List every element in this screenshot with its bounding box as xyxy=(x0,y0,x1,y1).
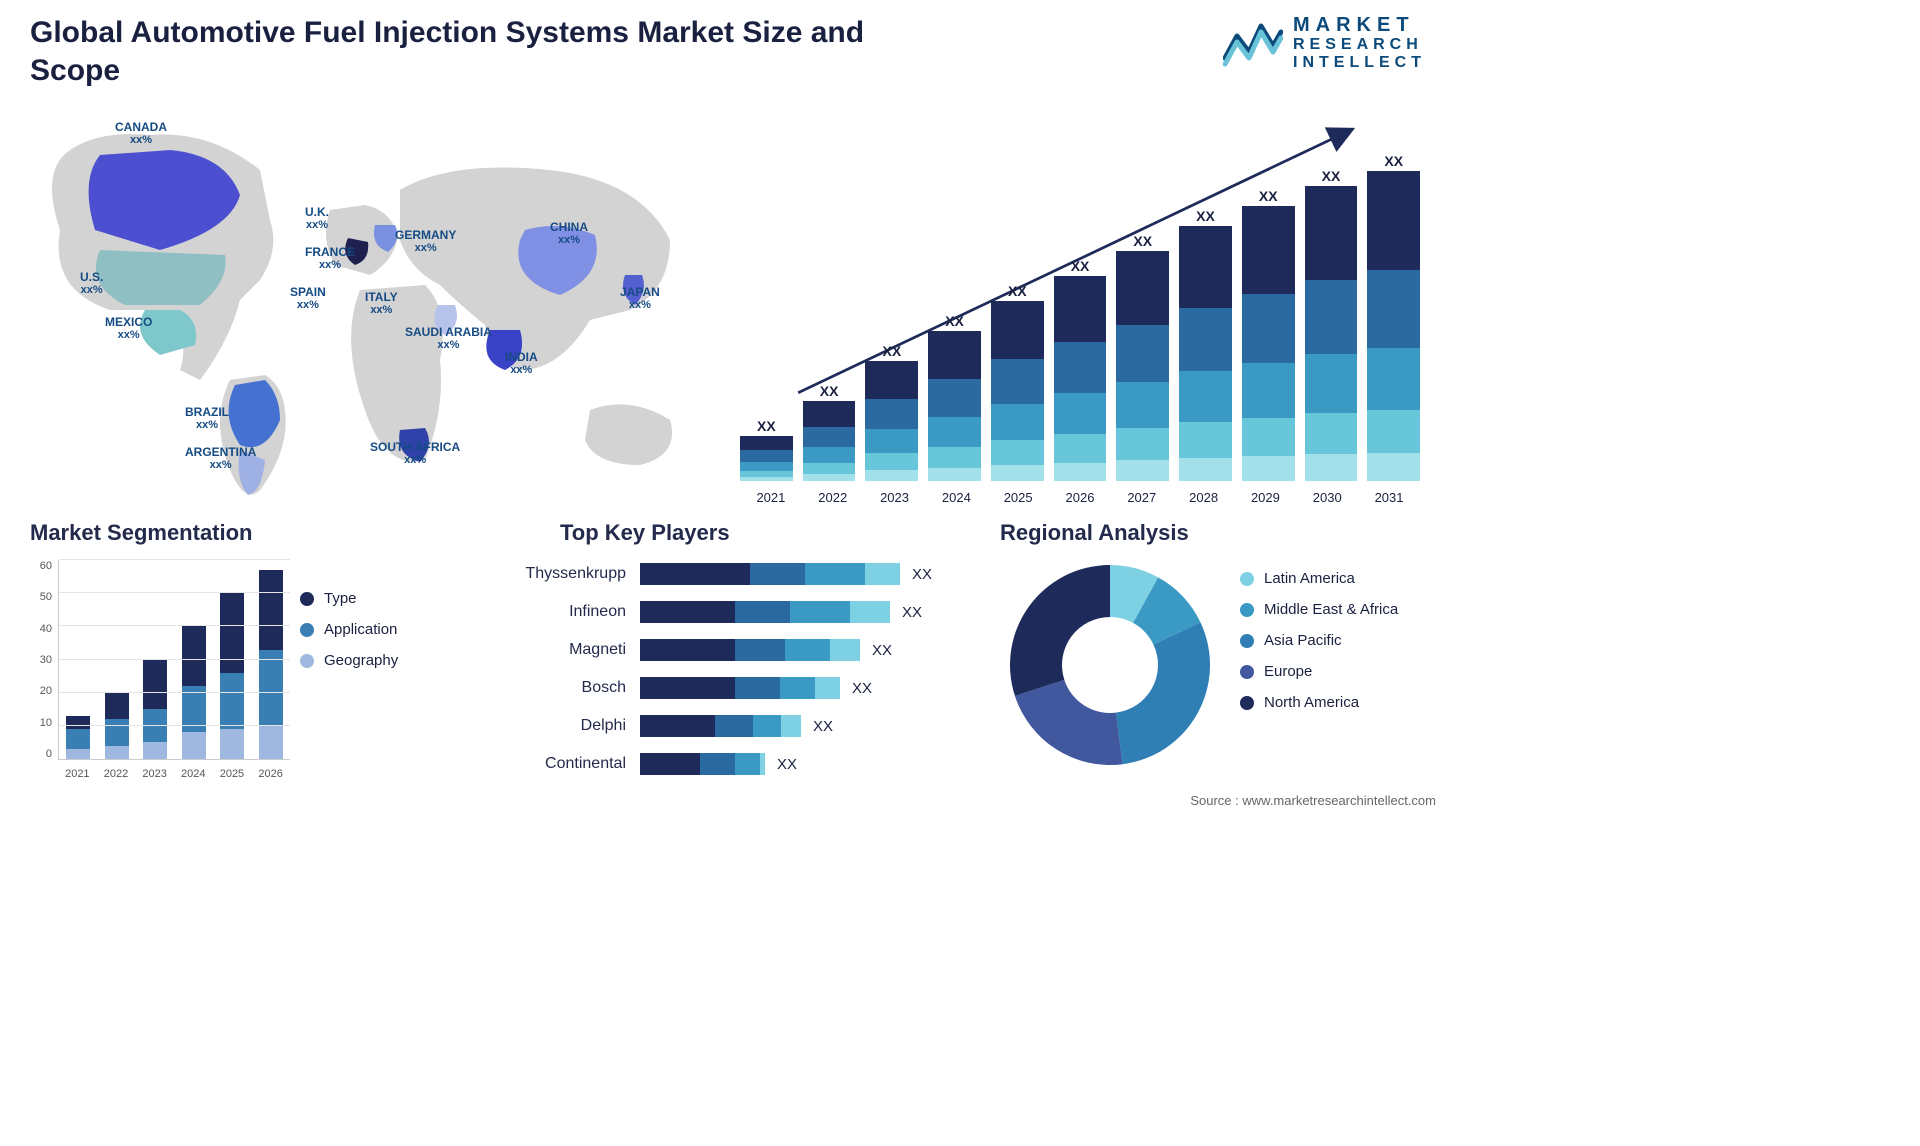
regional-legend: Latin America Middle East & Africa Asia Pa… xyxy=(1240,570,1398,725)
map-label-china: CHINAxx% xyxy=(550,220,588,248)
forecast-bar-2024: XX xyxy=(928,313,981,481)
segmentation-title: Market Segmentation xyxy=(30,520,460,546)
donut-slice-north-america xyxy=(1010,565,1110,696)
ra-legend-europe: Europe xyxy=(1240,663,1398,680)
kp-row-infineon: InfineonXX xyxy=(490,598,970,626)
world-map: CANADAxx% U.S.xx%MEXICOxx% BRAZILxx% ARGENT… xyxy=(30,110,710,505)
ra-legend-latin-america: Latin America xyxy=(1240,570,1398,587)
forecast-bar-2029: XX xyxy=(1242,188,1295,481)
regional-title: Regional Analysis xyxy=(1000,520,1430,546)
map-label-france: FRANCExx% xyxy=(305,245,355,273)
kp-row-magneti: MagnetiXX xyxy=(490,636,970,664)
seg-bar-2025 xyxy=(220,593,244,759)
forecast-bar-2028: XX xyxy=(1179,208,1232,481)
ra-legend-north-america: North America xyxy=(1240,694,1398,711)
map-label-italy: ITALYxx% xyxy=(365,290,398,318)
kp-row-continental: ContinentalXX xyxy=(490,750,970,778)
map-label-mexico: MEXICOxx% xyxy=(105,315,152,343)
ra-legend-middle-east-africa: Middle East & Africa xyxy=(1240,601,1398,618)
forecast-bar-2022: XX xyxy=(803,383,856,481)
map-label-south-africa: SOUTH AFRICAxx% xyxy=(370,440,460,468)
logo-line-2: RESEARCH xyxy=(1293,36,1426,54)
forecast-bar-2027: XX xyxy=(1116,233,1169,481)
segmentation-legend: Type Application Geography xyxy=(300,590,398,683)
map-label-u-k-: U.K.xx% xyxy=(305,205,329,233)
segmentation-chart: 6050403020100 202120222023202420252026 xyxy=(30,560,290,780)
seg-bar-2023 xyxy=(143,660,167,760)
key-players-title: Top Key Players xyxy=(560,520,980,546)
seg-bar-2021 xyxy=(66,716,90,759)
forecast-bar-2031: XX xyxy=(1367,153,1420,481)
map-label-japan: JAPANxx% xyxy=(620,285,660,313)
map-label-germany: GERMANYxx% xyxy=(395,228,456,256)
donut-slice-asia-pacific xyxy=(1116,622,1210,764)
logo-icon xyxy=(1223,18,1283,68)
forecast-bar-2026: XX xyxy=(1054,258,1107,481)
seg-legend-application: Application xyxy=(300,621,398,638)
map-label-canada: CANADAxx% xyxy=(115,120,167,148)
seg-legend-geography: Geography xyxy=(300,652,398,669)
logo: MARKET RESEARCH INTELLECT xyxy=(1223,14,1426,71)
seg-legend-type: Type xyxy=(300,590,398,607)
forecast-bar-2023: XX xyxy=(865,343,918,481)
seg-bar-2024 xyxy=(182,626,206,759)
map-label-saudi-arabia: SAUDI ARABIAxx% xyxy=(405,325,492,353)
map-label-u-s-: U.S.xx% xyxy=(80,270,103,298)
ra-legend-asia-pacific: Asia Pacific xyxy=(1240,632,1398,649)
forecast-bar-2021: XX xyxy=(740,418,793,481)
forecast-bar-2030: XX xyxy=(1305,168,1358,481)
logo-line-1: MARKET xyxy=(1293,14,1426,36)
regional-donut xyxy=(1000,555,1220,775)
map-label-argentina: ARGENTINAxx% xyxy=(185,445,256,473)
donut-slice-europe xyxy=(1015,680,1123,765)
kp-row-bosch: BoschXX xyxy=(490,674,970,702)
key-players-chart: ThyssenkruppXX InfineonXX MagnetiXX BoschXX… xyxy=(490,560,970,788)
map-label-spain: SPAINxx% xyxy=(290,285,326,313)
logo-line-3: INTELLECT xyxy=(1293,54,1426,72)
forecast-bar-2025: XX xyxy=(991,283,1044,481)
seg-bar-2026 xyxy=(259,570,283,759)
kp-row-thyssenkrupp: ThyssenkruppXX xyxy=(490,560,970,588)
kp-row-delphi: DelphiXX xyxy=(490,712,970,740)
page-title: Global Automotive Fuel Injection Systems… xyxy=(30,14,930,89)
map-label-india: INDIAxx% xyxy=(505,350,538,378)
source-label: Source : www.marketresearchintellect.com xyxy=(1190,793,1436,808)
map-label-brazil: BRAZILxx% xyxy=(185,405,229,433)
forecast-bar-chart: XXXXXXXXXXXXXXXXXXXXXX 20212022202320242… xyxy=(740,110,1420,505)
